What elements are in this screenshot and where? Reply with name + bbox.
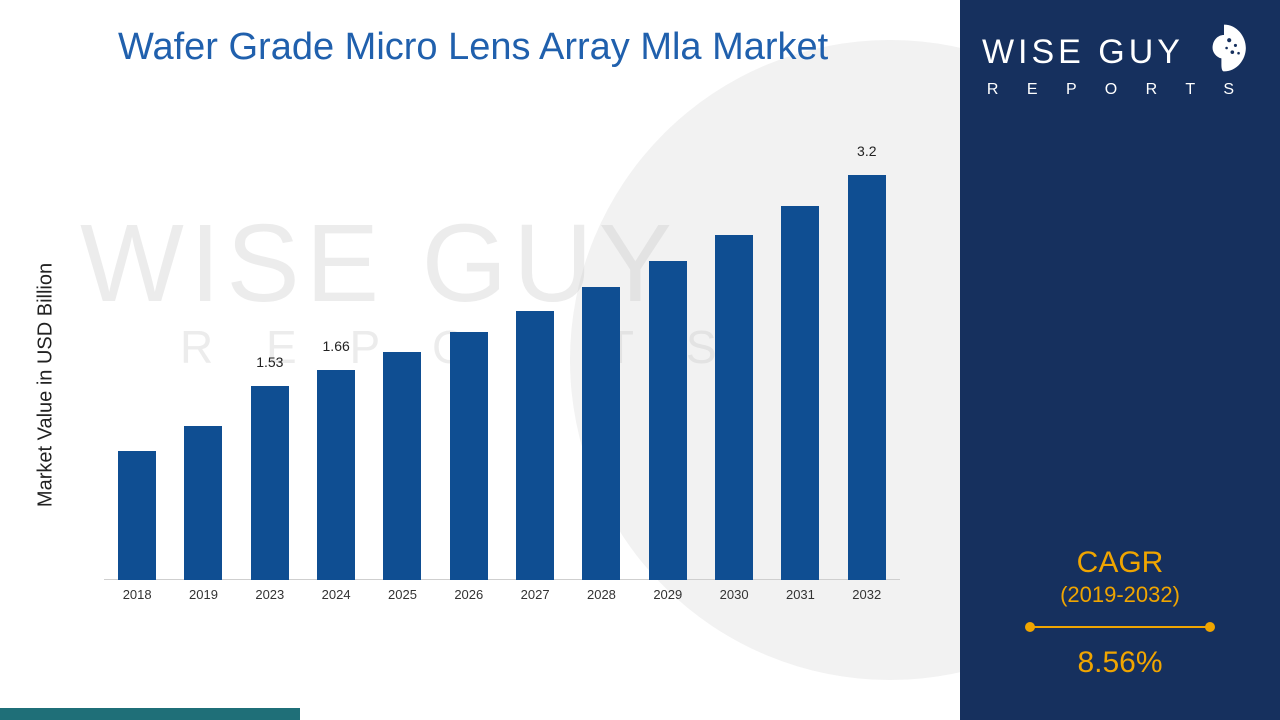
bar <box>649 261 687 580</box>
bar <box>251 386 289 580</box>
ai-head-icon <box>1198 22 1250 83</box>
bar-category-label: 2032 <box>852 587 881 602</box>
plot-area: 201820191.5320231.6620242025202620272028… <box>104 150 900 580</box>
bar-category-label: 2018 <box>123 587 152 602</box>
brand-main-text: WISE GUY <box>982 33 1184 72</box>
bar <box>317 370 355 580</box>
bar-col: 2030 <box>701 235 767 580</box>
y-axis-label: Market Value in USD Billion <box>35 263 58 507</box>
cagr-box: CAGR (2019-2032) 8.56% <box>960 546 1280 680</box>
bar-category-label: 2028 <box>587 587 616 602</box>
cagr-range: (2019-2032) <box>960 582 1280 608</box>
bar-category-label: 2029 <box>653 587 682 602</box>
bar-col: 1.662024 <box>303 370 369 580</box>
bar <box>715 235 753 580</box>
bar-category-label: 2023 <box>255 587 284 602</box>
bar-col: 2028 <box>568 287 634 580</box>
bar-col: 2027 <box>502 311 568 580</box>
bar-col: 3.22032 <box>834 175 900 580</box>
bar <box>582 287 620 580</box>
bar-value-label: 1.53 <box>256 354 283 370</box>
cagr-value: 8.56% <box>960 646 1280 680</box>
bar-col: 2025 <box>369 352 435 580</box>
bar <box>383 352 421 580</box>
bar <box>516 311 554 580</box>
bar <box>450 332 488 580</box>
bar-category-label: 2031 <box>786 587 815 602</box>
cagr-divider <box>1030 626 1210 628</box>
bar <box>781 206 819 580</box>
bar-col: 2018 <box>104 451 170 580</box>
bottom-accent-bar <box>0 708 300 720</box>
bar-category-label: 2025 <box>388 587 417 602</box>
bars-container: 201820191.5320231.6620242025202620272028… <box>104 150 900 580</box>
bar-chart: Market Value in USD Billion 201820191.53… <box>60 150 900 620</box>
bar-col: 2019 <box>170 426 236 580</box>
cagr-title: CAGR <box>960 546 1280 580</box>
bar-col: 2029 <box>635 261 701 580</box>
bar-value-label: 1.66 <box>323 338 350 354</box>
bar-category-label: 2030 <box>720 587 749 602</box>
bar-col: 1.532023 <box>237 386 303 580</box>
bar-category-label: 2027 <box>521 587 550 602</box>
bar-col: 2031 <box>767 206 833 580</box>
bar-value-label: 3.2 <box>857 143 876 159</box>
chart-title: Wafer Grade Micro Lens Array Mla Market <box>118 24 828 72</box>
bar-col: 2026 <box>436 332 502 580</box>
brand-block: WISE GUY R E P O R T S <box>982 22 1250 99</box>
bar-category-label: 2019 <box>189 587 218 602</box>
bar-category-label: 2024 <box>322 587 351 602</box>
chart-stage: WISE GUY R E P O R T S Wafer Grade Micro… <box>0 0 1280 720</box>
bar <box>118 451 156 580</box>
bar <box>184 426 222 580</box>
bar-category-label: 2026 <box>454 587 483 602</box>
bar <box>848 175 886 580</box>
brand-sub-text: R E P O R T S <box>982 81 1246 99</box>
